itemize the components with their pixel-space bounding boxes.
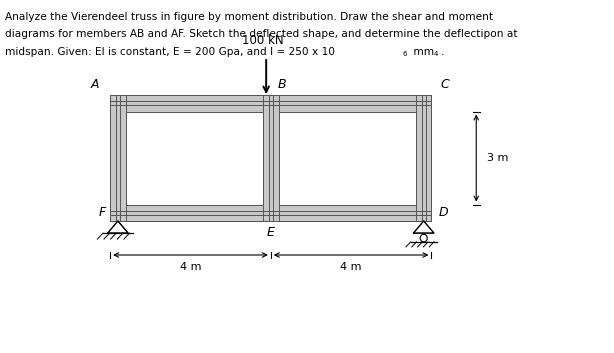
Text: 6: 6	[402, 52, 407, 58]
Text: midspan. Given: EI is constant, E = 200 Gpa, and I = 250 x 10: midspan. Given: EI is constant, E = 200 …	[5, 47, 335, 57]
Bar	[279, 112, 416, 204]
Text: 4: 4	[433, 52, 438, 58]
Text: C: C	[441, 78, 449, 91]
Bar	[110, 204, 432, 221]
Text: diagrams for members AB and AF. Sketch the deflected shape, and determine the de: diagrams for members AB and AF. Sketch t…	[5, 30, 517, 40]
Text: 3 m: 3 m	[488, 153, 509, 163]
Text: E: E	[267, 226, 274, 239]
Bar	[263, 95, 279, 221]
Bar	[110, 95, 432, 112]
Text: D: D	[439, 206, 448, 219]
Text: 4 m: 4 m	[180, 262, 201, 272]
Text: 100 kN: 100 kN	[242, 34, 283, 47]
Text: mm: mm	[410, 47, 435, 57]
Text: Analyze the Vierendeel truss in figure by moment distribution. Draw the shear an: Analyze the Vierendeel truss in figure b…	[5, 12, 493, 22]
Text: F: F	[98, 206, 106, 219]
Polygon shape	[413, 221, 434, 233]
Text: B: B	[278, 78, 286, 91]
Text: .: .	[441, 47, 444, 57]
Text: A: A	[90, 78, 99, 91]
Text: 4 m: 4 m	[340, 262, 362, 272]
Bar	[416, 95, 432, 221]
Bar	[126, 112, 263, 204]
Bar	[110, 95, 432, 221]
Bar	[110, 95, 126, 221]
Circle shape	[420, 234, 427, 242]
Polygon shape	[107, 221, 128, 233]
